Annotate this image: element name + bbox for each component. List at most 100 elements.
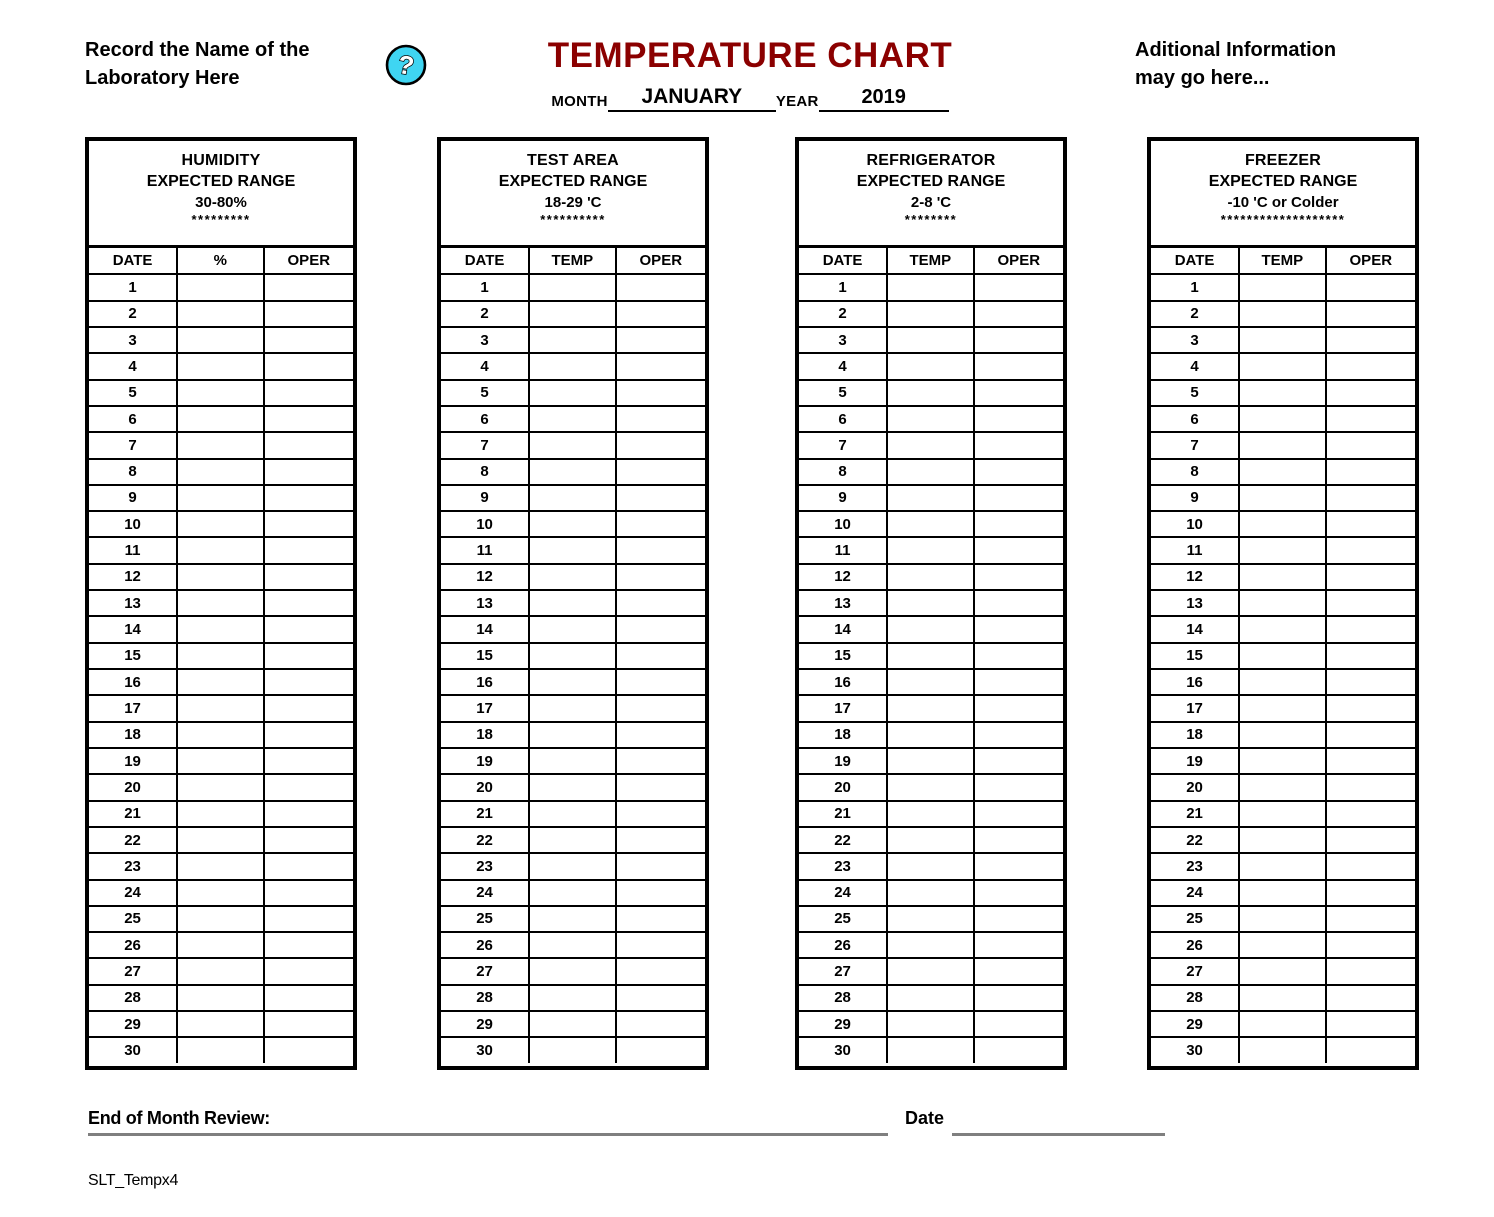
value-cell[interactable] — [176, 431, 265, 460]
oper-cell[interactable] — [1324, 483, 1415, 513]
oper-cell[interactable] — [972, 773, 1063, 802]
value-cell[interactable] — [528, 352, 617, 381]
value-cell[interactable] — [886, 562, 975, 592]
value-cell[interactable] — [1238, 352, 1327, 381]
oper-cell[interactable] — [972, 431, 1063, 460]
value-cell[interactable] — [886, 668, 975, 697]
oper-cell[interactable] — [614, 404, 705, 434]
oper-cell[interactable] — [972, 825, 1063, 855]
oper-cell[interactable] — [262, 641, 353, 671]
value-cell[interactable] — [176, 799, 265, 828]
oper-cell[interactable] — [614, 431, 705, 460]
oper-cell[interactable] — [1324, 404, 1415, 434]
oper-cell[interactable] — [614, 299, 705, 328]
question-mark-icon[interactable]: ? — [384, 43, 428, 87]
oper-cell[interactable] — [614, 746, 705, 776]
value-cell[interactable] — [528, 615, 617, 644]
value-cell[interactable] — [528, 799, 617, 828]
value-cell[interactable] — [886, 825, 975, 855]
oper-cell[interactable] — [1324, 378, 1415, 407]
value-cell[interactable] — [886, 352, 975, 381]
oper-cell[interactable] — [614, 325, 705, 355]
value-cell[interactable] — [528, 457, 617, 486]
value-cell[interactable] — [176, 273, 265, 302]
oper-cell[interactable] — [262, 746, 353, 776]
oper-cell[interactable] — [1324, 589, 1415, 618]
value-cell[interactable] — [1238, 457, 1327, 486]
oper-cell[interactable] — [614, 562, 705, 592]
value-cell[interactable] — [176, 325, 265, 355]
oper-cell[interactable] — [1324, 1010, 1415, 1039]
oper-cell[interactable] — [262, 536, 353, 565]
oper-cell[interactable] — [614, 483, 705, 513]
oper-cell[interactable] — [262, 799, 353, 828]
value-cell[interactable] — [528, 536, 617, 565]
oper-cell[interactable] — [262, 720, 353, 749]
value-cell[interactable] — [176, 299, 265, 328]
oper-cell[interactable] — [614, 668, 705, 697]
value-cell[interactable] — [1238, 615, 1327, 644]
oper-cell[interactable] — [972, 641, 1063, 671]
value-cell[interactable] — [1238, 668, 1327, 697]
value-cell[interactable] — [886, 720, 975, 749]
value-cell[interactable] — [528, 641, 617, 671]
value-cell[interactable] — [886, 1036, 975, 1063]
oper-cell[interactable] — [1324, 773, 1415, 802]
month-value-field[interactable]: JANUARY — [607, 85, 776, 112]
value-cell[interactable] — [176, 668, 265, 697]
value-cell[interactable] — [528, 483, 617, 513]
oper-cell[interactable] — [1324, 799, 1415, 828]
oper-cell[interactable] — [972, 852, 1063, 881]
value-cell[interactable] — [528, 378, 617, 407]
value-cell[interactable] — [886, 694, 975, 723]
value-cell[interactable] — [528, 299, 617, 328]
oper-cell[interactable] — [972, 720, 1063, 749]
oper-cell[interactable] — [614, 799, 705, 828]
oper-cell[interactable] — [262, 878, 353, 907]
oper-cell[interactable] — [262, 404, 353, 434]
oper-cell[interactable] — [614, 510, 705, 539]
oper-cell[interactable] — [972, 404, 1063, 434]
value-cell[interactable] — [528, 825, 617, 855]
value-cell[interactable] — [1238, 431, 1327, 460]
value-cell[interactable] — [1238, 273, 1327, 302]
oper-cell[interactable] — [1324, 931, 1415, 960]
value-cell[interactable] — [886, 615, 975, 644]
oper-cell[interactable] — [614, 720, 705, 749]
value-cell[interactable] — [528, 668, 617, 697]
oper-cell[interactable] — [1324, 536, 1415, 565]
oper-cell[interactable] — [262, 694, 353, 723]
oper-cell[interactable] — [262, 852, 353, 881]
year-value-field[interactable]: 2019 — [818, 86, 949, 112]
value-cell[interactable] — [176, 615, 265, 644]
value-cell[interactable] — [886, 878, 975, 907]
value-cell[interactable] — [176, 589, 265, 618]
oper-cell[interactable] — [262, 668, 353, 697]
value-cell[interactable] — [176, 825, 265, 855]
oper-cell[interactable] — [262, 483, 353, 513]
oper-cell[interactable] — [614, 641, 705, 671]
oper-cell[interactable] — [972, 957, 1063, 986]
value-cell[interactable] — [886, 852, 975, 881]
oper-cell[interactable] — [614, 694, 705, 723]
value-cell[interactable] — [528, 904, 617, 934]
oper-cell[interactable] — [262, 431, 353, 460]
value-cell[interactable] — [1238, 694, 1327, 723]
oper-cell[interactable] — [1324, 825, 1415, 855]
oper-cell[interactable] — [614, 983, 705, 1013]
value-cell[interactable] — [886, 536, 975, 565]
value-cell[interactable] — [1238, 720, 1327, 749]
oper-cell[interactable] — [1324, 1036, 1415, 1063]
value-cell[interactable] — [176, 352, 265, 381]
value-cell[interactable] — [886, 641, 975, 671]
value-cell[interactable] — [176, 378, 265, 407]
oper-cell[interactable] — [1324, 746, 1415, 776]
value-cell[interactable] — [886, 483, 975, 513]
oper-cell[interactable] — [1324, 983, 1415, 1013]
oper-cell[interactable] — [972, 273, 1063, 302]
oper-cell[interactable] — [614, 1010, 705, 1039]
value-cell[interactable] — [528, 720, 617, 749]
oper-cell[interactable] — [1324, 852, 1415, 881]
oper-cell[interactable] — [1324, 457, 1415, 486]
oper-cell[interactable] — [262, 589, 353, 618]
